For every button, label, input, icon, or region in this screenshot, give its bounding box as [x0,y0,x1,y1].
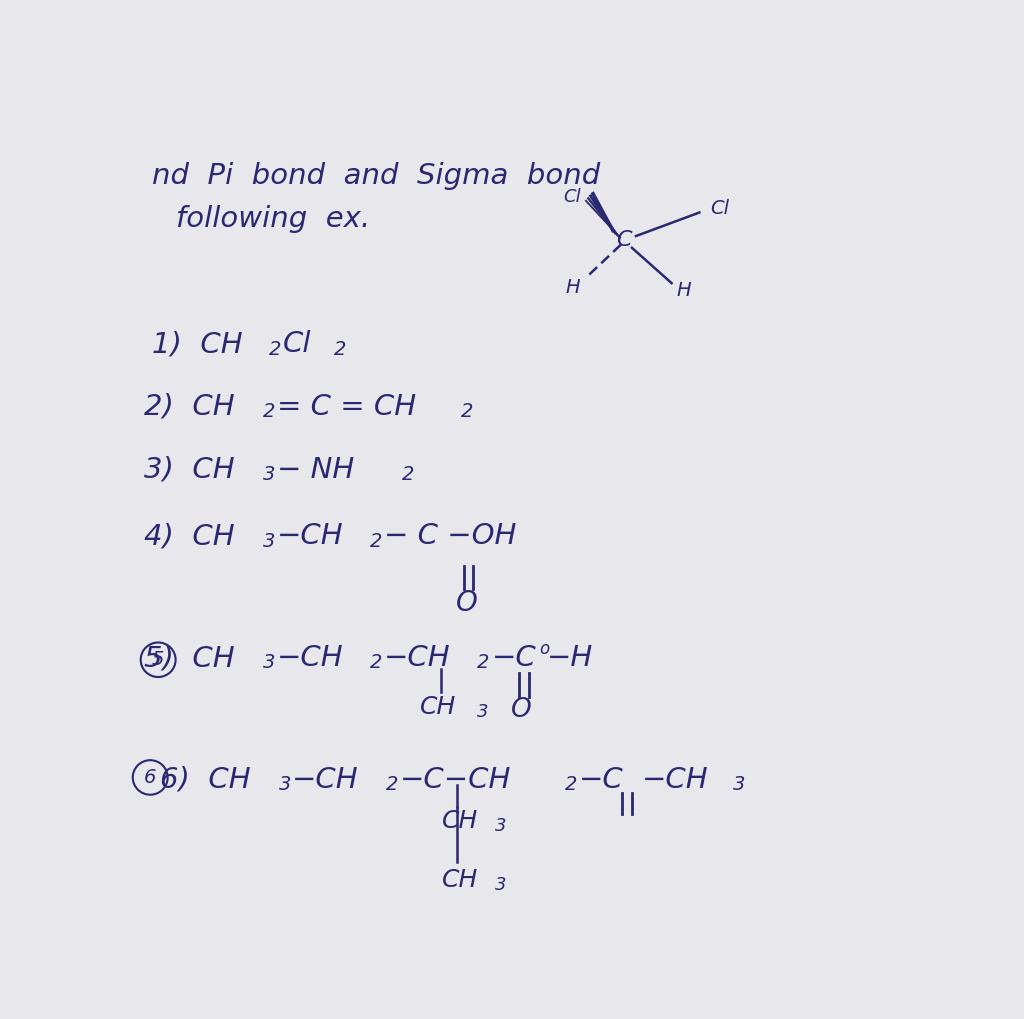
Text: 2: 2 [334,339,347,359]
Text: H: H [565,277,580,297]
Text: H: H [676,281,691,301]
Text: O: O [456,589,477,618]
Text: −C−CH: −C−CH [399,765,511,794]
Text: 6: 6 [144,768,157,787]
Text: = C = CH: = C = CH [278,393,417,421]
Text: Cl: Cl [283,330,311,359]
Text: CH: CH [441,868,478,892]
Text: 2: 2 [386,775,398,794]
Text: −CH: −CH [278,644,344,673]
Text: 3)  CH: 3) CH [143,455,234,484]
Text: −C: −C [579,765,624,794]
Text: 2)  CH: 2) CH [143,393,234,421]
Text: 6)  CH: 6) CH [160,765,251,794]
Text: CH: CH [420,695,457,719]
Text: 3: 3 [263,653,275,673]
Text: −CH: −CH [384,644,451,673]
Text: − NH: − NH [278,455,354,484]
Text: 3: 3 [477,703,488,720]
Text: o: o [539,640,549,658]
Text: 1)  CH: 1) CH [152,330,243,359]
Text: following  ex.: following ex. [176,205,370,232]
Text: 3: 3 [263,465,275,484]
Text: 5)  CH: 5) CH [143,644,234,673]
Text: 2: 2 [564,775,577,794]
Text: −H: −H [547,644,593,673]
Text: 2: 2 [370,532,382,551]
Text: nd  Pi  bond  and  Sigma  bond: nd Pi bond and Sigma bond [152,161,600,190]
Text: −CH: −CH [292,765,358,794]
Text: 2: 2 [269,339,282,359]
Text: CH: CH [441,809,478,833]
Text: Cl: Cl [563,187,582,206]
Text: 2: 2 [370,653,382,673]
Text: 2: 2 [263,403,275,422]
Text: C: C [616,230,632,250]
Text: O: O [511,697,532,722]
Text: Cl: Cl [710,199,729,218]
Text: 2: 2 [477,653,489,673]
Text: 3: 3 [263,532,275,551]
Text: 3: 3 [496,816,507,835]
Text: 3: 3 [733,775,745,794]
Text: −CH: −CH [642,765,709,794]
Text: 3: 3 [496,875,507,894]
Text: 3: 3 [279,775,291,794]
Text: 2: 2 [401,465,414,484]
Text: −CH: −CH [278,523,344,550]
Text: −C: −C [492,644,537,673]
Text: 4)  CH: 4) CH [143,523,234,550]
Text: − C −OH: − C −OH [384,523,516,550]
Text: 2: 2 [461,403,474,422]
Text: 5: 5 [152,650,164,669]
